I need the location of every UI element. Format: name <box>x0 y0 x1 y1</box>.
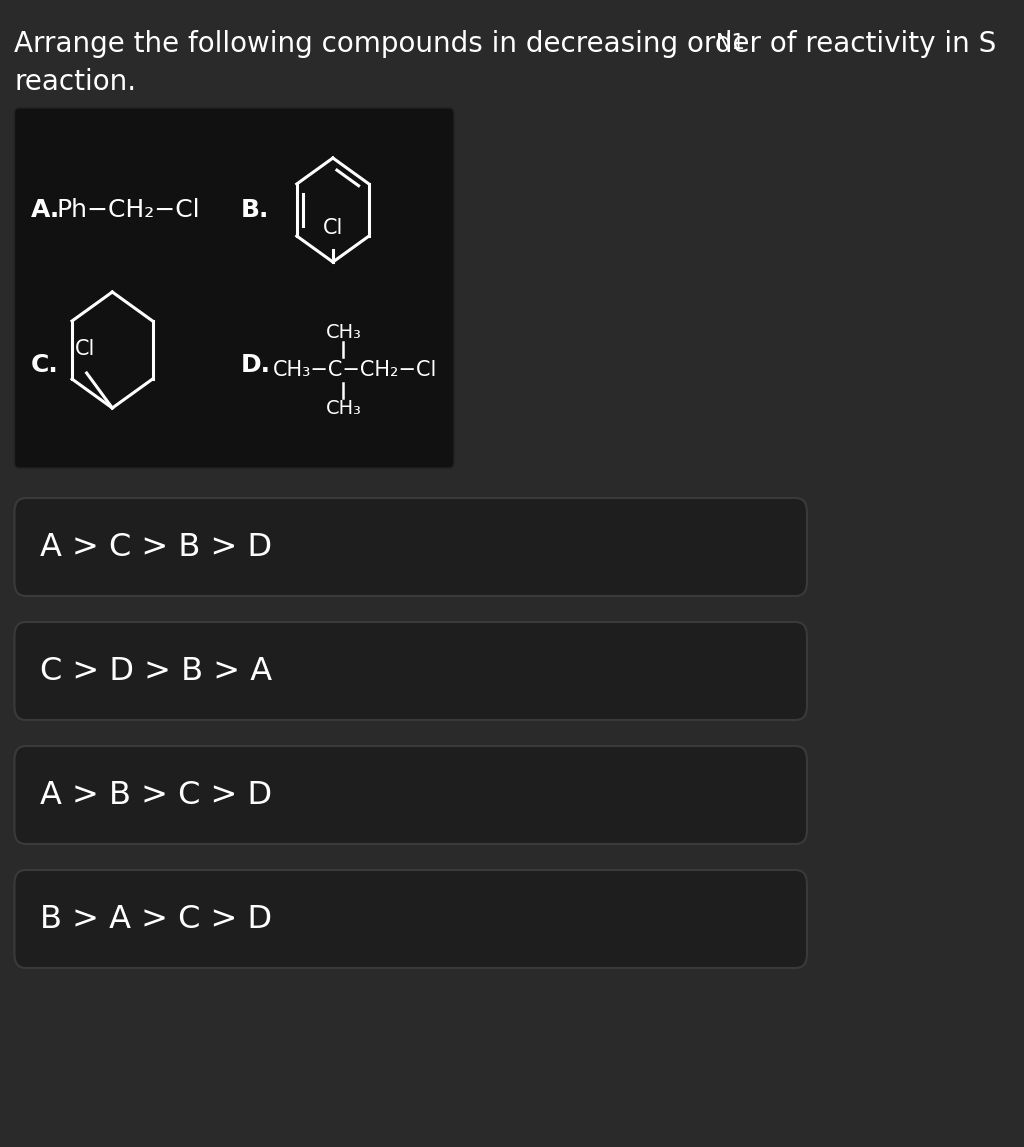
Text: C > D > B > A: C > D > B > A <box>40 655 272 687</box>
Text: A > B > C > D: A > B > C > D <box>40 780 272 811</box>
Text: A > C > B > D: A > C > B > D <box>40 531 272 562</box>
Text: Cl: Cl <box>75 340 95 359</box>
Text: Ph−CH₂−Cl: Ph−CH₂−Cl <box>56 198 200 223</box>
Text: N1: N1 <box>717 33 745 53</box>
Text: reaction.: reaction. <box>14 68 136 96</box>
Text: CH₃−C−CH₂−Cl: CH₃−C−CH₂−Cl <box>272 360 437 380</box>
Text: A.: A. <box>31 198 59 223</box>
Text: Cl: Cl <box>323 218 343 237</box>
Text: CH₃: CH₃ <box>326 398 361 418</box>
Text: CH₃: CH₃ <box>326 322 361 342</box>
Text: Arrange the following compounds in decreasing order of reactivity in S: Arrange the following compounds in decre… <box>14 30 996 58</box>
FancyBboxPatch shape <box>14 871 807 968</box>
FancyBboxPatch shape <box>14 622 807 720</box>
Text: D.: D. <box>241 353 270 377</box>
Text: B > A > C > D: B > A > C > D <box>40 904 272 935</box>
FancyBboxPatch shape <box>14 498 807 596</box>
Text: B.: B. <box>241 198 269 223</box>
FancyBboxPatch shape <box>14 746 807 844</box>
FancyBboxPatch shape <box>14 108 454 468</box>
Text: C.: C. <box>31 353 58 377</box>
